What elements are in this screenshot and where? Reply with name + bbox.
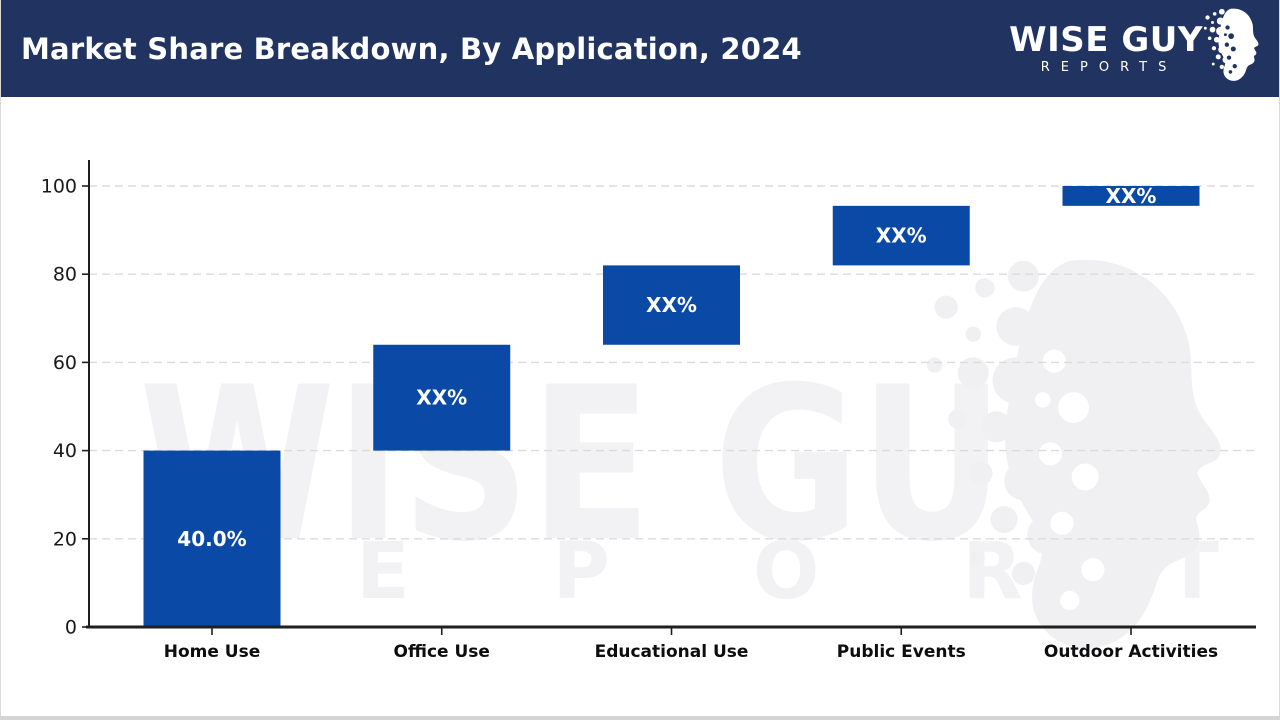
bar-office-use: [373, 344, 511, 451]
y-tick-label-0: 0: [65, 617, 77, 639]
y-tick-label-40: 40: [53, 440, 77, 462]
y-tick-label-100: 100: [41, 176, 77, 198]
category-label-educational-use: Educational Use: [595, 642, 749, 662]
logo-subtext: REPORTS: [1040, 59, 1178, 75]
bar-label-home-use: 40.0%: [177, 527, 246, 551]
bar-label-office-use: XX%: [416, 386, 467, 410]
bar-label-educational-use: XX%: [646, 293, 697, 317]
category-label-home-use: Home Use: [164, 642, 261, 662]
category-label-public-events: Public Events: [837, 642, 966, 662]
category-label-outdoor-activities: Outdoor Activities: [1044, 642, 1218, 662]
y-tick-label-80: 80: [53, 264, 77, 286]
y-tick-label-60: 60: [53, 352, 77, 374]
category-label-office-use: Office Use: [394, 642, 490, 662]
bar-outdoor-activities: [1062, 186, 1200, 206]
y-tick-label-20: 20: [53, 528, 77, 550]
page-title: Market Share Breakdown, By Application, …: [21, 31, 802, 66]
logo-head-icon: [1193, 6, 1265, 92]
wiseguy-logo: WISE GUY REPORTS: [1009, 6, 1265, 92]
header-bar: Market Share Breakdown, By Application, …: [1, 0, 1279, 97]
bar-public-events: [832, 205, 970, 266]
logo-text: WISE GUY REPORTS: [1009, 23, 1203, 75]
logo-wordmark: WISE GUY: [1009, 19, 1203, 60]
bar-label-outdoor-activities: XX%: [1106, 184, 1157, 208]
bar-educational-use: [603, 265, 740, 345]
bar-label-public-events: XX%: [876, 224, 927, 248]
bar-home-use: [143, 450, 281, 627]
